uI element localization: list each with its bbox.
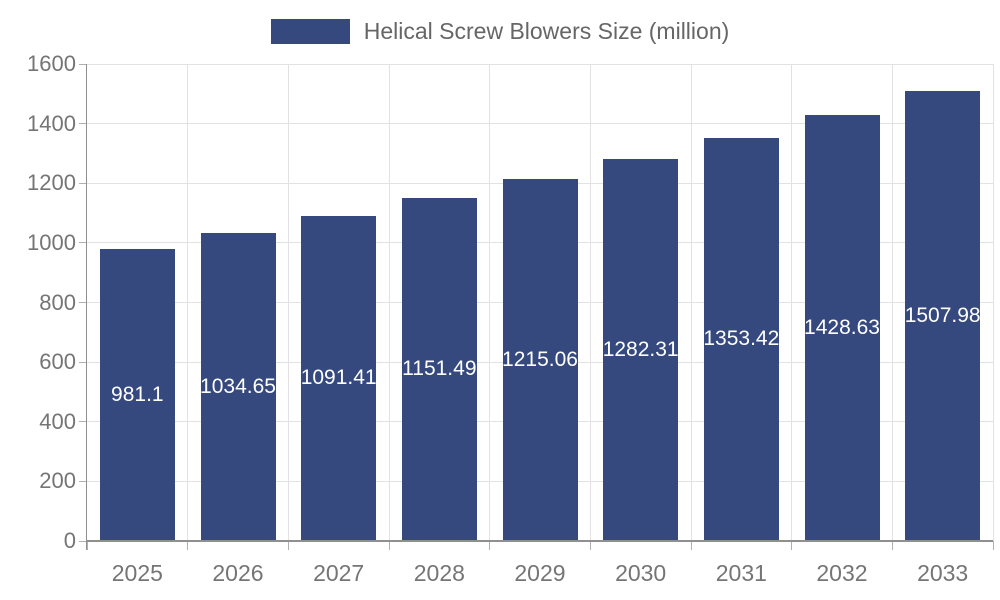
y-axis-label: 600 xyxy=(39,349,76,375)
bar-value-label: 1215.06 xyxy=(502,347,578,371)
v-gridline xyxy=(589,64,591,541)
y-axis-tick xyxy=(79,182,87,184)
y-axis-tick xyxy=(79,123,87,125)
bar-value-label: 1034.65 xyxy=(200,374,276,398)
x-axis-label: 2028 xyxy=(413,560,465,586)
y-axis-tick xyxy=(79,302,87,303)
y-axis-label: 0 xyxy=(63,528,76,553)
y-axis-label: 1600 xyxy=(27,51,76,76)
x-axis-tick xyxy=(992,541,994,550)
v-gridline xyxy=(992,64,994,541)
bar-2027[interactable]: 1091.41 xyxy=(301,215,377,541)
x-axis-tick xyxy=(287,541,289,550)
legend-item[interactable]: Helical Screw Blowers Size (million) xyxy=(0,17,1000,45)
x-axis-tick xyxy=(187,541,189,550)
bar-2026[interactable]: 1034.65 xyxy=(200,232,276,541)
y-axis-label: 400 xyxy=(39,408,76,434)
h-gridline xyxy=(87,123,993,125)
y-axis-tick xyxy=(79,480,87,482)
x-axis-tick xyxy=(589,541,591,550)
bar-2025[interactable]: 981.1 xyxy=(99,248,175,541)
y-axis-tick xyxy=(79,63,87,65)
x-axis-label: 2029 xyxy=(514,560,566,586)
y-axis-label: 1000 xyxy=(27,229,76,255)
v-gridline xyxy=(891,64,893,541)
x-axis-label: 2031 xyxy=(715,560,767,586)
bar-value-label: 981.1 xyxy=(111,382,164,406)
v-gridline xyxy=(187,64,189,541)
v-gridline xyxy=(690,64,692,541)
v-gridline xyxy=(388,64,390,541)
x-axis-label: 2026 xyxy=(212,560,264,586)
v-gridline xyxy=(791,64,793,541)
x-axis-tick xyxy=(388,541,390,550)
bar-value-label: 1091.41 xyxy=(301,366,377,390)
y-axis-tick xyxy=(79,242,87,244)
bar-2030[interactable]: 1282.31 xyxy=(603,158,679,541)
legend-label: Helical Screw Blowers Size (million) xyxy=(363,17,730,44)
legend-swatch xyxy=(270,18,350,44)
bar-2028[interactable]: 1151.49 xyxy=(401,197,477,541)
bar-2029[interactable]: 1215.06 xyxy=(502,178,578,541)
x-axis-tick xyxy=(891,541,893,550)
x-axis-label: 2032 xyxy=(816,560,868,586)
bar-2031[interactable]: 1353.42 xyxy=(703,137,779,541)
bar-2033[interactable]: 1507.98 xyxy=(905,91,981,541)
v-gridline xyxy=(287,64,289,541)
y-axis-tick xyxy=(79,361,87,363)
bar-value-label: 1507.98 xyxy=(905,304,981,328)
y-axis-tick xyxy=(79,540,87,542)
x-axis-label: 2033 xyxy=(917,560,969,586)
x-axis-tick xyxy=(690,541,692,550)
bar-2032[interactable]: 1428.63 xyxy=(804,115,880,541)
x-axis-tick xyxy=(86,541,88,550)
x-axis-label: 2025 xyxy=(111,560,163,586)
y-axis-tick xyxy=(79,421,87,423)
x-axis-tick xyxy=(489,541,491,550)
h-gridline xyxy=(87,63,993,65)
y-axis-label: 1400 xyxy=(27,110,76,136)
x-axis-line xyxy=(87,540,993,542)
x-axis-tick xyxy=(791,541,793,550)
y-axis-label: 800 xyxy=(39,289,76,315)
bar-value-label: 1282.31 xyxy=(603,337,679,361)
y-axis-label: 200 xyxy=(39,468,76,494)
x-axis-label: 2030 xyxy=(615,560,667,586)
bar-value-label: 1353.42 xyxy=(703,327,779,351)
x-axis-label: 2027 xyxy=(313,560,365,586)
bar-value-label: 1428.63 xyxy=(804,316,880,340)
y-axis-line xyxy=(86,64,87,550)
bar-value-label: 1151.49 xyxy=(402,357,477,381)
y-axis-label: 1200 xyxy=(27,170,76,196)
v-gridline xyxy=(489,64,491,541)
